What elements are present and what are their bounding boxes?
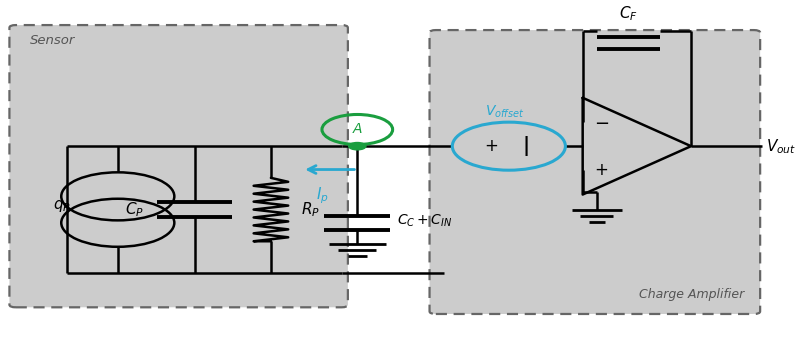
Text: $C_F$: $C_F$: [618, 4, 638, 23]
FancyBboxPatch shape: [430, 30, 760, 314]
Text: $q_P$: $q_P$: [53, 198, 70, 214]
Text: $V_{out}$: $V_{out}$: [766, 137, 796, 155]
Text: |: |: [522, 136, 530, 156]
Text: $C_P$: $C_P$: [125, 200, 144, 219]
Text: +: +: [485, 137, 498, 155]
Circle shape: [349, 143, 366, 150]
Text: $+$: $+$: [594, 161, 608, 179]
Text: $R_P$: $R_P$: [301, 200, 320, 219]
Text: $I_p$: $I_p$: [315, 186, 328, 206]
Text: Sensor: Sensor: [30, 34, 75, 47]
FancyBboxPatch shape: [10, 25, 348, 307]
Text: $\mathit{A}$: $\mathit{A}$: [352, 122, 363, 137]
Text: $-$: $-$: [594, 113, 609, 131]
Text: $V_{offset}$: $V_{offset}$: [486, 104, 525, 120]
Text: Charge Amplifier: Charge Amplifier: [639, 288, 745, 301]
Text: $C_C+C_{IN}$: $C_C+C_{IN}$: [397, 213, 452, 230]
